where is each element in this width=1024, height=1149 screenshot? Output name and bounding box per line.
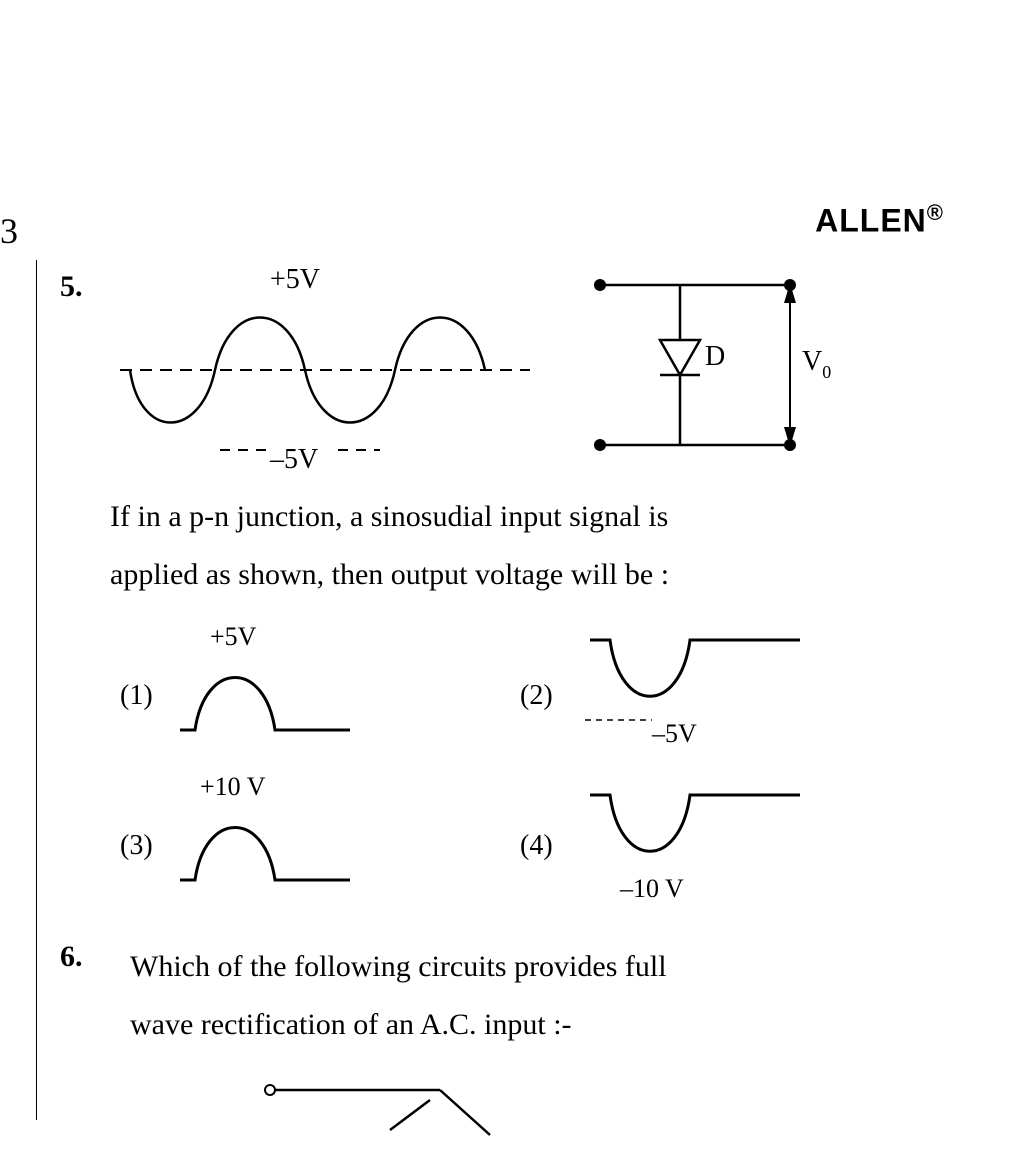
q5-option-4-label: (4) bbox=[520, 830, 553, 862]
q5-option-4-wave: –10 V bbox=[580, 775, 820, 915]
brand-registered: ® bbox=[927, 200, 944, 225]
q6-text-line2: wave rectification of an A.C. input :- bbox=[130, 998, 930, 1052]
q5-option-2-label: (2) bbox=[520, 680, 553, 712]
opt1-wave-label: +5V bbox=[210, 622, 257, 651]
q5-input-wave-diagram: +5V –5V bbox=[110, 260, 550, 485]
brand-name: ALLEN bbox=[815, 203, 927, 239]
vout-label: V bbox=[802, 346, 822, 377]
question-6-number: 6. bbox=[60, 940, 83, 974]
input-wave-top-label: +5V bbox=[270, 264, 320, 295]
q5-option-1-wave: +5V bbox=[170, 620, 370, 755]
q5-option-3-label: (3) bbox=[120, 830, 153, 862]
q5-circuit-diagram: D V0 bbox=[580, 265, 840, 470]
q5-text-line2: applied as shown, then output voltage wi… bbox=[110, 548, 930, 602]
vout-subscript: 0 bbox=[822, 362, 831, 382]
q5-option-1-label: (1) bbox=[120, 680, 153, 712]
opt2-wave-label: –5V bbox=[651, 719, 697, 748]
brand-logo: ALLEN® bbox=[815, 200, 944, 240]
q5-option-2-wave: –5V bbox=[580, 620, 820, 765]
q5-text-line1: If in a p-n junction, a sinosudial input… bbox=[110, 490, 930, 544]
diode-label: D bbox=[705, 341, 725, 372]
opt3-wave-label: +10 V bbox=[200, 772, 266, 801]
q6-circuit-fragment bbox=[260, 1080, 520, 1145]
svg-text:V0: V0 bbox=[802, 346, 831, 382]
opt4-wave-label: –10 V bbox=[619, 874, 684, 903]
q6-text-line1: Which of the following circuits provides… bbox=[130, 940, 930, 994]
input-wave-bottom-label: –5V bbox=[269, 444, 318, 475]
q5-option-3-wave: +10 V bbox=[170, 770, 370, 905]
margin-page-number: 3 bbox=[0, 210, 18, 252]
question-5-number: 5. bbox=[60, 270, 83, 304]
page-side-rule bbox=[36, 260, 37, 1120]
